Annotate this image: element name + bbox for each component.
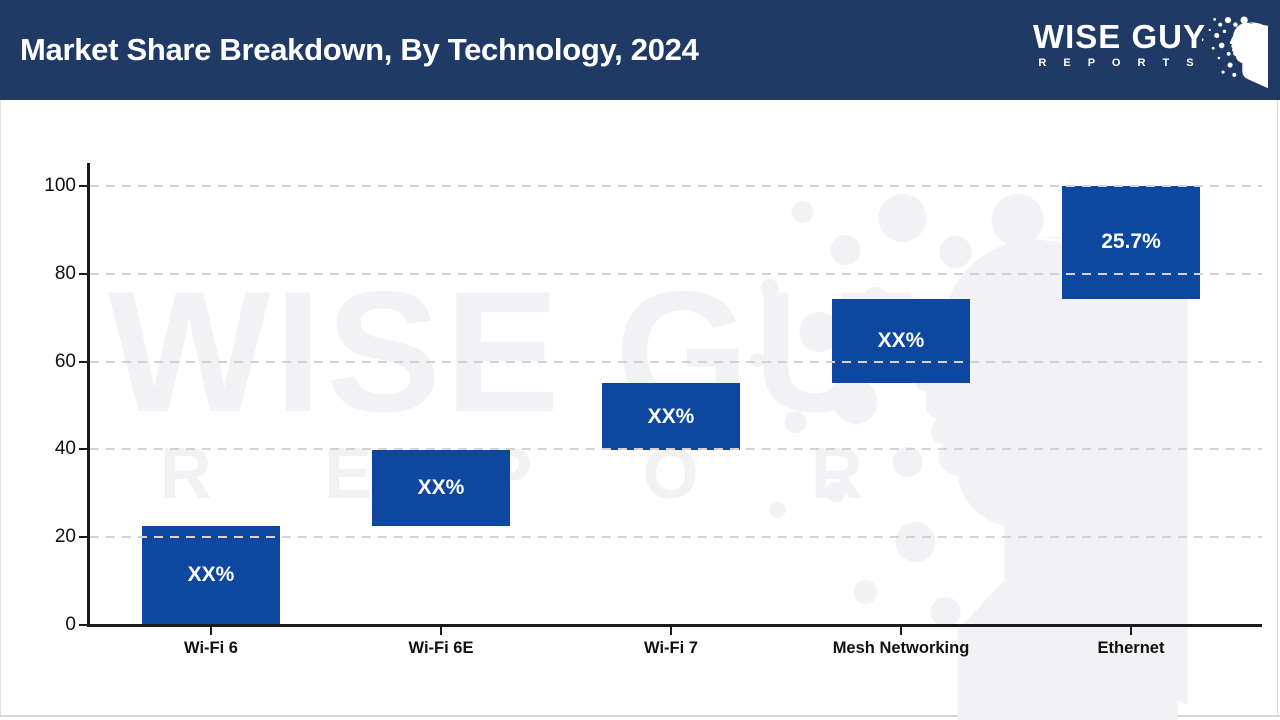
bar-wi-fi-7 (602, 383, 740, 451)
x-axis-line (87, 624, 1262, 627)
y-tick-mark (79, 272, 87, 275)
gridline (90, 448, 1262, 451)
bar-value-label: 25.7% (1101, 230, 1161, 254)
y-tick-mark (79, 536, 87, 539)
card-border-right (1277, 100, 1278, 716)
y-tick-label: 80 (54, 262, 76, 284)
bar-value-label: XX% (647, 404, 695, 428)
y-tick-label: 100 (44, 175, 76, 196)
y-tick-label: 60 (54, 350, 76, 372)
x-tick-label: Wi-Fi 6 (184, 639, 238, 657)
x-tick-mark (210, 627, 212, 635)
bar-value-label: XX% (417, 476, 465, 500)
bar-value-label: XX% (877, 328, 925, 352)
y-tick-mark (79, 185, 87, 187)
bar-value-label: XX% (187, 563, 235, 587)
x-tick-mark (900, 627, 902, 635)
x-tick-label: Mesh Networking (832, 639, 970, 657)
bar-ethernet (1062, 186, 1200, 299)
x-tick-label: Ethernet (1097, 639, 1165, 657)
y-tick-label: 20 (54, 526, 76, 548)
bar-wi-fi-6e (372, 450, 510, 526)
y-tick-label: 0 (65, 614, 76, 635)
card-border-left (0, 100, 1, 716)
y-tick-mark (79, 360, 87, 363)
x-tick-label: Wi-Fi 7 (644, 639, 698, 657)
gridline (90, 185, 1262, 187)
gridline (90, 360, 1262, 363)
brand-name: WISE GUY (1032, 18, 1206, 55)
y-tick-label: 40 (54, 438, 76, 460)
y-tick-mark (79, 624, 87, 626)
brand-subname: R E P O R T S (1038, 57, 1201, 69)
page-title: Market Share Breakdown, By Technology, 2… (20, 32, 699, 67)
bar-mesh-networking (832, 298, 970, 384)
brand-logo: WISE GUY R E P O R T S (1008, 6, 1268, 96)
card-border-bottom (0, 715, 1280, 717)
header-bar: Market Share Breakdown, By Technology, 2… (0, 0, 1280, 100)
x-tick-mark (670, 627, 672, 635)
x-tick-label: Wi-Fi 6E (408, 639, 474, 657)
y-tick-mark (79, 448, 87, 451)
brand-logo-text: WISE GUY R E P O R T S (1032, 18, 1206, 70)
y-axis-line (87, 163, 90, 627)
bar-wi-fi-6 (142, 525, 280, 625)
gridline (90, 272, 1262, 275)
x-tick-mark (440, 627, 442, 635)
x-tick-mark (1130, 627, 1132, 635)
face-profile-icon (1202, 16, 1268, 89)
gridline (90, 536, 1262, 539)
